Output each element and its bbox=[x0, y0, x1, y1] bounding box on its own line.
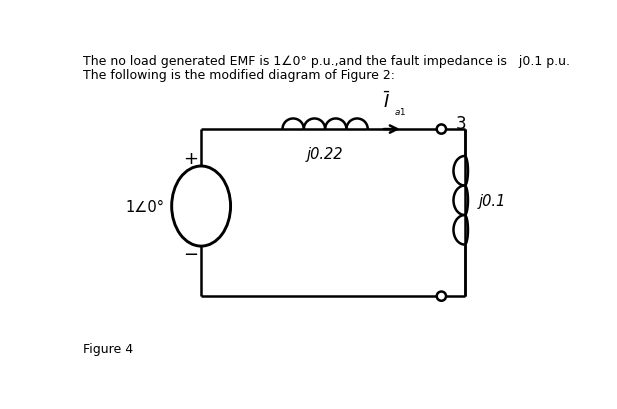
Text: +: + bbox=[183, 150, 198, 168]
Text: j0.1: j0.1 bbox=[479, 193, 506, 208]
Circle shape bbox=[437, 125, 446, 134]
Text: −: − bbox=[183, 245, 198, 263]
Text: The following is the modified diagram of Figure 2:: The following is the modified diagram of… bbox=[83, 69, 395, 82]
Text: j0.22: j0.22 bbox=[307, 147, 344, 162]
Circle shape bbox=[437, 292, 446, 301]
Text: $_{a1}$: $_{a1}$ bbox=[394, 105, 407, 118]
Text: 1∠0°: 1∠0° bbox=[126, 199, 165, 214]
Text: $\bar{I}$: $\bar{I}$ bbox=[383, 92, 391, 112]
Text: 3: 3 bbox=[455, 115, 466, 133]
Text: The no load generated EMF is 1∠0° p.u.,and the fault impedance is   j0.1 p.u.: The no load generated EMF is 1∠0° p.u.,a… bbox=[83, 55, 570, 68]
Text: Figure 4: Figure 4 bbox=[83, 342, 133, 355]
